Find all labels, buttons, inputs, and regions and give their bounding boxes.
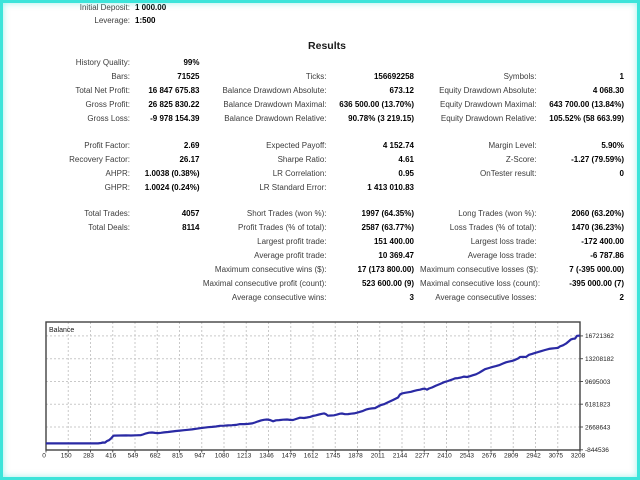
svg-text:6181823: 6181823 <box>585 402 611 409</box>
svg-text:2668643: 2668643 <box>585 424 611 431</box>
svg-text:3208: 3208 <box>571 453 586 460</box>
svg-text:947: 947 <box>194 453 205 460</box>
svg-text:283: 283 <box>83 453 94 460</box>
svg-text:150: 150 <box>61 453 72 460</box>
svg-text:Balance: Balance <box>49 327 74 334</box>
svg-text:13208182: 13208182 <box>585 356 614 363</box>
svg-text:2942: 2942 <box>526 453 541 460</box>
svg-text:549: 549 <box>128 453 139 460</box>
svg-text:16721362: 16721362 <box>585 333 614 340</box>
svg-text:2809: 2809 <box>504 453 519 460</box>
svg-text:2410: 2410 <box>437 453 452 460</box>
svg-text:1346: 1346 <box>259 453 274 460</box>
svg-text:815: 815 <box>172 453 183 460</box>
svg-text:682: 682 <box>150 453 161 460</box>
svg-text:2676: 2676 <box>482 453 497 460</box>
svg-text:2011: 2011 <box>371 453 385 460</box>
svg-text:1213: 1213 <box>237 453 252 460</box>
svg-text:416: 416 <box>105 453 116 460</box>
svg-text:2277: 2277 <box>415 453 430 460</box>
svg-text:-844536: -844536 <box>585 447 609 454</box>
svg-text:1878: 1878 <box>348 453 363 460</box>
svg-text:2543: 2543 <box>460 453 475 460</box>
svg-text:1745: 1745 <box>326 453 341 460</box>
svg-text:9695003: 9695003 <box>585 379 611 386</box>
svg-text:3075: 3075 <box>549 453 564 460</box>
svg-text:1612: 1612 <box>304 453 319 460</box>
svg-text:2144: 2144 <box>393 453 408 460</box>
svg-text:1479: 1479 <box>282 453 297 460</box>
svg-text:0: 0 <box>42 453 46 460</box>
svg-text:1080: 1080 <box>215 453 230 460</box>
